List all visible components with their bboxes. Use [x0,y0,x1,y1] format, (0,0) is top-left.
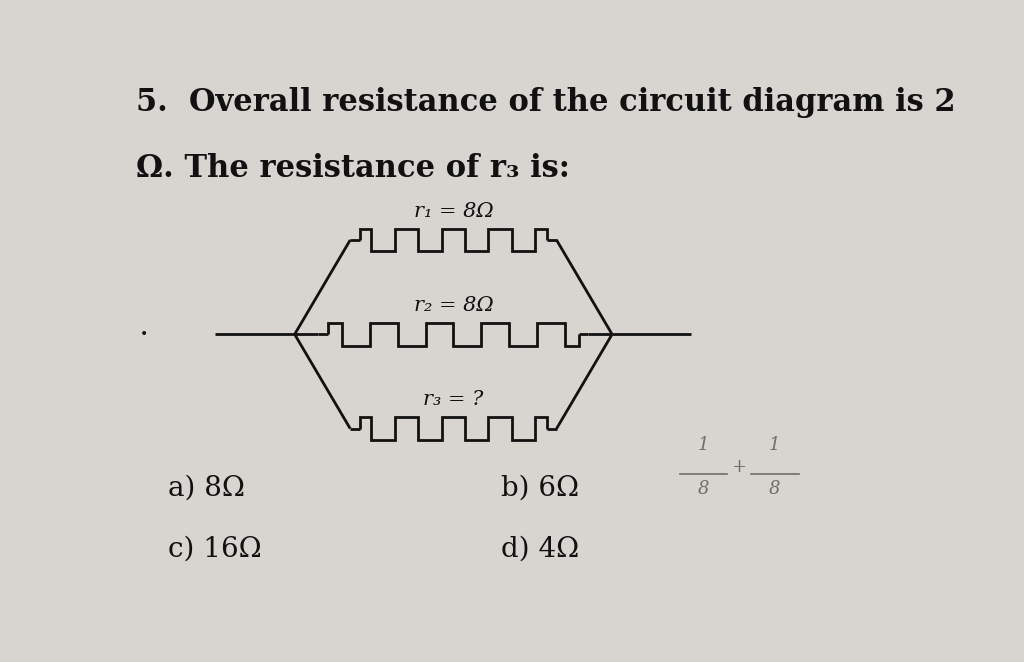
Text: r₃ = ?: r₃ = ? [423,390,483,409]
Text: +: + [731,458,746,476]
Text: 1: 1 [697,436,709,454]
Text: d) 4Ω: d) 4Ω [501,536,580,563]
Text: 5.  Overall resistance of the circuit diagram is 2: 5. Overall resistance of the circuit dia… [136,87,955,118]
Text: 1: 1 [769,436,780,454]
Text: r₂ = 8Ω: r₂ = 8Ω [414,296,494,315]
Text: 8: 8 [769,479,780,498]
Text: Ω. The resistance of r₃ is:: Ω. The resistance of r₃ is: [136,154,570,184]
Text: b) 6Ω: b) 6Ω [501,475,579,502]
Text: r₁ = 8Ω: r₁ = 8Ω [414,202,494,220]
Text: •: • [139,327,148,342]
Text: 8: 8 [697,479,709,498]
Text: a) 8Ω: a) 8Ω [168,475,245,502]
Text: c) 16Ω: c) 16Ω [168,536,261,563]
